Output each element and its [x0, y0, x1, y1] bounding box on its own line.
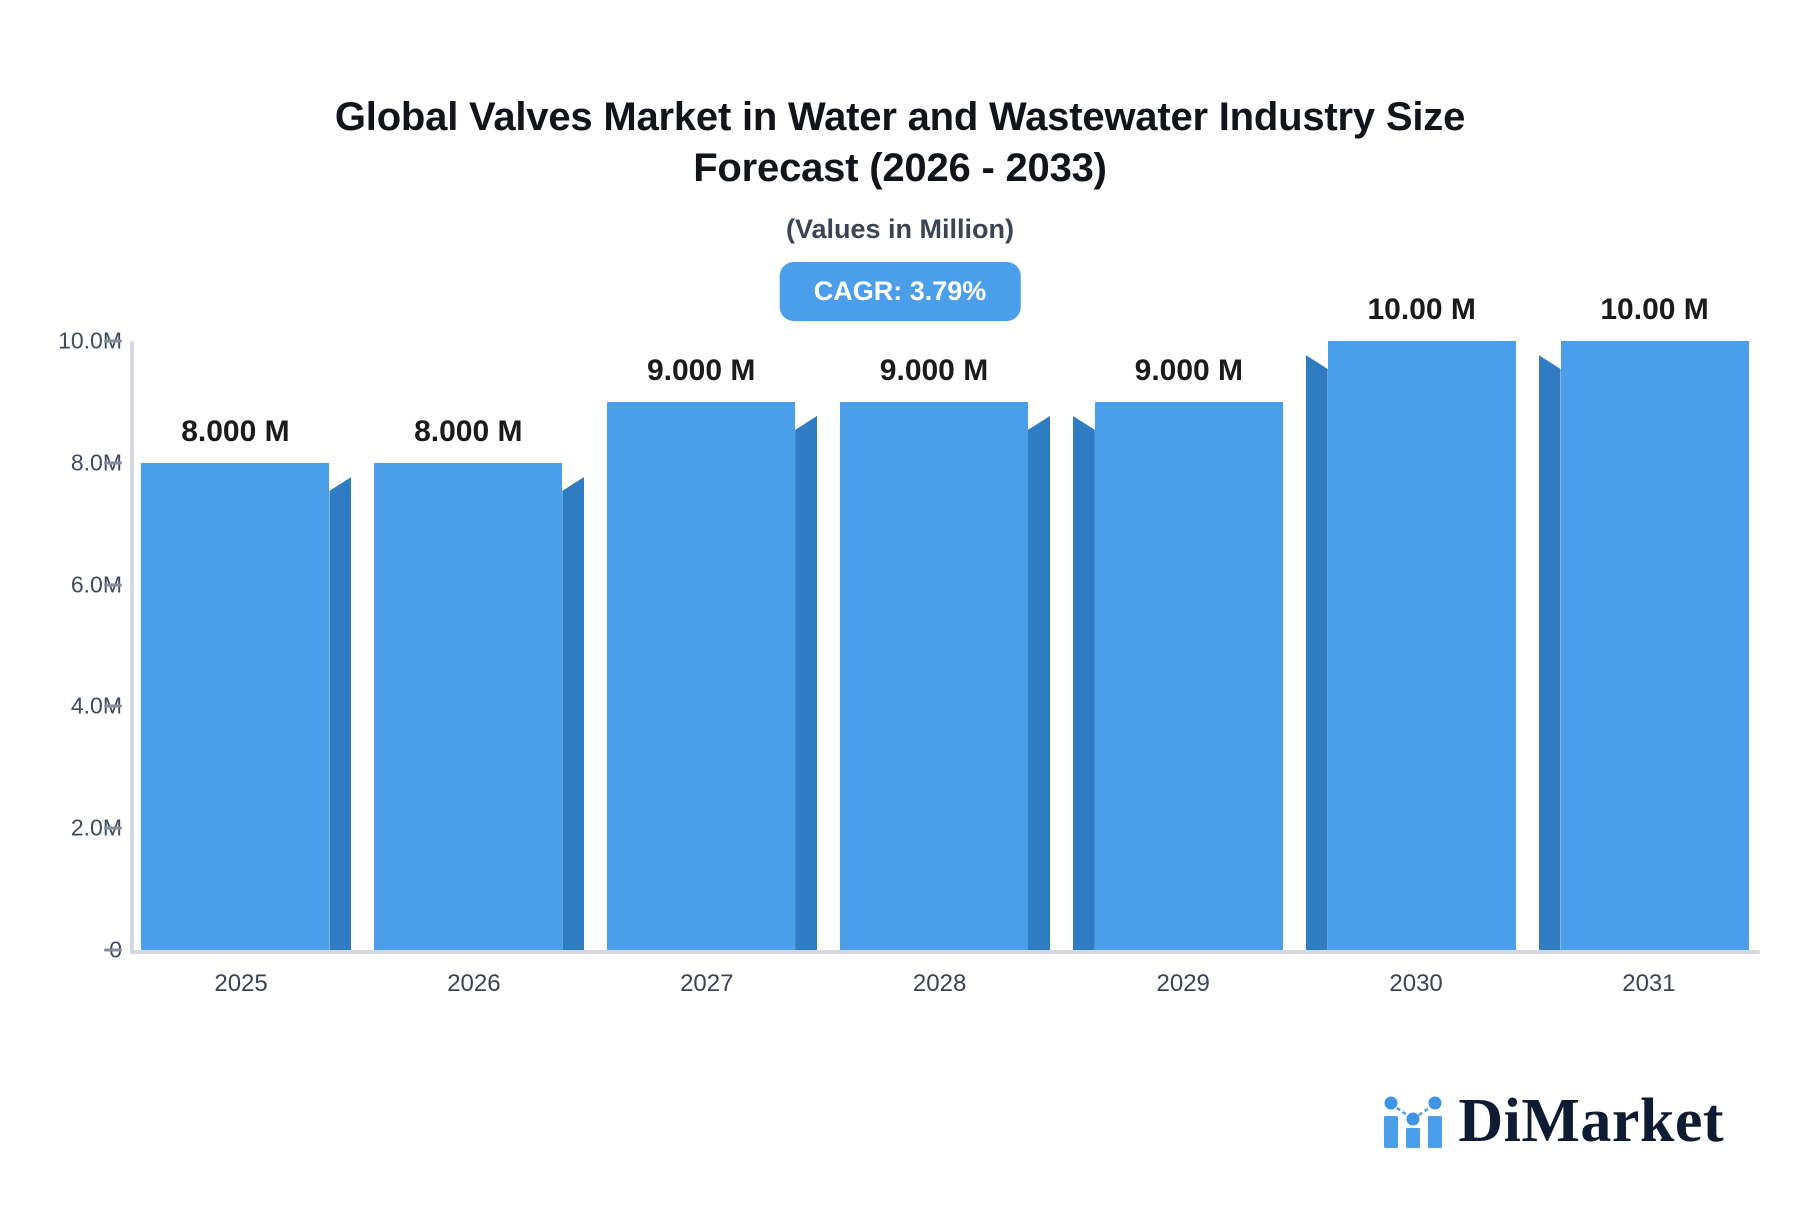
bar-value-label: 9.000 M — [879, 353, 989, 387]
x-axis-label-2031: 2031 — [1622, 970, 1676, 997]
bar-2026[interactable]: 8.000 M 2026 — [374, 415, 585, 997]
bar-value-label: 10.00 M — [1600, 293, 1709, 326]
chart-subtitle: (Values in Million) — [785, 214, 1015, 245]
bar-front-face — [1327, 341, 1516, 950]
y-axis-tick-mark — [104, 704, 122, 708]
bar-side-face — [1072, 415, 1095, 950]
x-axis-line — [130, 950, 1760, 954]
x-axis-label-2026: 2026 — [447, 970, 501, 997]
x-axis-label-2027: 2027 — [680, 970, 734, 997]
bar-front-face — [1560, 341, 1749, 950]
dimarket-logo: DiMarket — [1382, 1090, 1724, 1152]
bar-value-label: 8.000 M — [181, 414, 290, 448]
bar-chart-icon — [1384, 1096, 1443, 1148]
x-axis-label-2025: 2025 — [214, 970, 268, 997]
bar-front-face — [840, 401, 1028, 950]
y-axis-tick-mark — [104, 461, 122, 465]
bar-value-label: 8.000 M — [414, 414, 523, 448]
x-axis-label-2030: 2030 — [1389, 970, 1443, 997]
x-axis-label-2029: 2029 — [1156, 970, 1210, 997]
bar-2030[interactable]: 10.00 M 2030 — [1305, 293, 1516, 997]
bar-2029[interactable]: 9.000 M 2029 — [1072, 354, 1283, 997]
bar-value-label: 9.000 M — [646, 353, 756, 387]
logo-text: DiMarket — [1458, 1087, 1724, 1155]
bar-2027[interactable]: 9.000 M 2027 — [607, 354, 818, 997]
chart-header: Global Valves Market in Water and Wastew… — [0, 0, 1800, 245]
y-axis-tick-mark — [104, 339, 122, 343]
bar-value-label: 9.000 M — [1134, 353, 1244, 387]
y-axis-tick-mark — [104, 948, 122, 952]
bar-2025[interactable]: 8.000 M 2025 — [141, 415, 352, 997]
page-title: Global Valves Market in Water and Wastew… — [334, 95, 1466, 191]
bar-value-label: 10.00 M — [1367, 293, 1476, 326]
x-axis-label-2028: 2028 — [912, 970, 967, 997]
y-axis-line — [130, 341, 134, 953]
bar-front-face — [374, 462, 563, 950]
y-axis-tick-mark — [104, 583, 122, 587]
bar-2028[interactable]: 9.000 M 2028 — [840, 354, 1050, 997]
bar-front-face — [1094, 401, 1283, 950]
bar-2031[interactable]: 10.00 M 2031 — [1538, 293, 1749, 997]
cagr-badge: CAGR: 3.79% — [779, 262, 1021, 321]
bar-side-face — [1538, 355, 1561, 950]
bar-side-face — [329, 476, 352, 950]
bar-side-face — [562, 476, 585, 950]
bar-side-face — [795, 415, 818, 950]
bar-side-face — [1028, 415, 1050, 950]
bar-front-face — [607, 401, 796, 950]
bar-side-face — [1305, 355, 1328, 950]
bar-front-face — [141, 462, 330, 950]
y-axis-tick-mark — [104, 826, 122, 830]
